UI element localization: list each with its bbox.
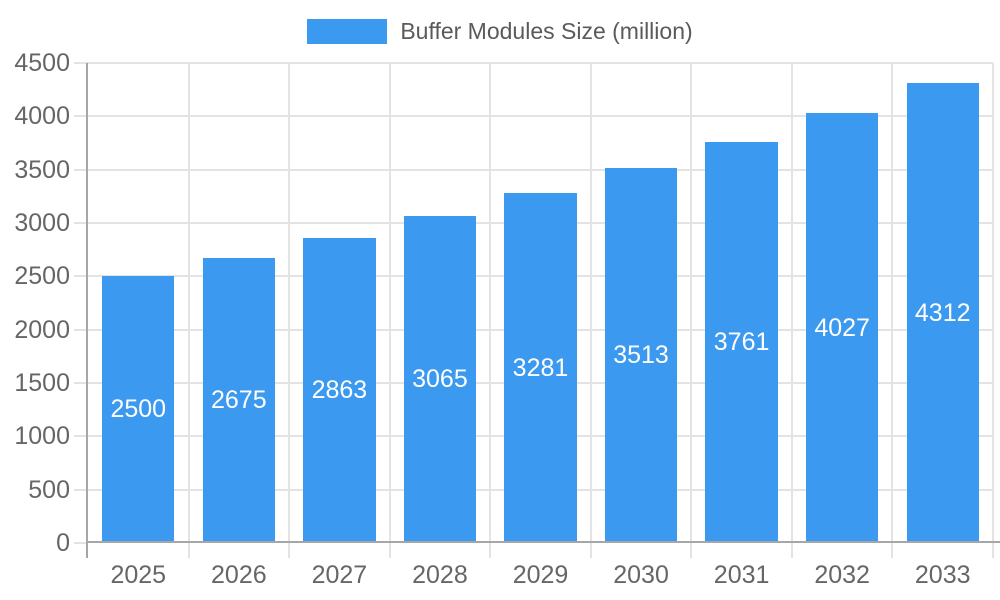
- x-axis-line: [88, 541, 1000, 543]
- x-tick-label: 2028: [412, 561, 468, 589]
- bar-value-label: 2500: [110, 395, 167, 424]
- y-gridline: [88, 168, 993, 171]
- x-tick: [690, 543, 693, 558]
- x-tick: [388, 543, 391, 558]
- x-tick: [790, 543, 793, 558]
- y-tick-label: 3000: [14, 209, 70, 237]
- x-tick-label: 2025: [110, 561, 167, 589]
- bar-value-label: 4027: [814, 313, 870, 342]
- legend-swatch: [307, 18, 388, 44]
- x-gridline: [891, 63, 894, 543]
- y-tick-label: 3500: [14, 155, 70, 184]
- bar-value-label: 4312: [914, 298, 971, 327]
- x-gridline: [589, 63, 592, 543]
- y-tick: [74, 115, 88, 118]
- x-gridline: [790, 63, 793, 543]
- bar-value-label: 2863: [311, 375, 368, 404]
- x-tick-label: 2030: [613, 561, 669, 589]
- x-tick: [992, 543, 994, 558]
- y-tick: [74, 62, 88, 64]
- x-gridline: [690, 63, 693, 543]
- bar: 3513: [604, 168, 678, 543]
- x-gridline: [489, 63, 492, 543]
- y-tick-label: 4500: [14, 49, 70, 77]
- x-gridline: [388, 63, 391, 543]
- x-tick: [187, 543, 190, 558]
- x-gridline: [187, 63, 190, 543]
- y-tick: [74, 435, 88, 438]
- y-tick-label: 0: [56, 529, 70, 557]
- y-tick: [74, 328, 88, 331]
- y-tick: [74, 542, 88, 544]
- x-tick: [489, 543, 492, 558]
- y-tick: [74, 275, 88, 278]
- bar-value-label: 3761: [713, 327, 770, 356]
- bar: 2675: [202, 257, 276, 543]
- bar: 2863: [303, 237, 376, 543]
- y-tick: [74, 488, 88, 491]
- bar-value-label: 3281: [512, 353, 569, 382]
- bar-value-label: 3513: [613, 341, 669, 370]
- y-tick: [74, 222, 88, 224]
- y-tick: [74, 168, 88, 171]
- y-tick-label: 500: [28, 475, 70, 504]
- bar: 4027: [805, 113, 879, 543]
- bar: 4312: [906, 83, 979, 543]
- bar-value-label: 2675: [211, 385, 267, 414]
- y-tick-label: 2000: [14, 315, 70, 344]
- y-tick-label: 1500: [14, 369, 70, 397]
- y-tick-label: 4000: [14, 102, 70, 131]
- bar: 3281: [504, 193, 577, 543]
- x-gridline: [992, 63, 994, 543]
- x-tick-label: 2029: [512, 561, 569, 589]
- legend-label: Buffer Modules Size (million): [400, 18, 693, 44]
- legend: Buffer Modules Size (million): [0, 17, 1000, 45]
- y-tick-label: 2500: [14, 262, 70, 291]
- x-tick: [589, 543, 592, 558]
- bar: 2500: [102, 276, 175, 543]
- y-gridline: [88, 115, 993, 118]
- bar: 3761: [705, 141, 778, 543]
- y-tick-label: 1000: [14, 422, 70, 451]
- x-tick-label: 2031: [713, 561, 770, 589]
- y-gridline: [88, 62, 993, 64]
- x-tick-label: 2033: [914, 561, 971, 589]
- x-tick-label: 2032: [814, 561, 870, 589]
- x-tick-label: 2027: [311, 561, 368, 589]
- bar-value-label: 3065: [412, 365, 468, 394]
- y-tick: [74, 382, 88, 384]
- plot-area: 2500 2675 2863 3065 3281 3513 3761 4027 4312 0 50…: [14, 50, 1000, 589]
- x-tick-label: 2026: [211, 561, 267, 589]
- bar: 3065: [403, 216, 477, 543]
- x-tick: [288, 543, 291, 558]
- x-tick: [891, 543, 894, 558]
- y-axis-line: [86, 63, 88, 558]
- x-gridline: [288, 63, 291, 543]
